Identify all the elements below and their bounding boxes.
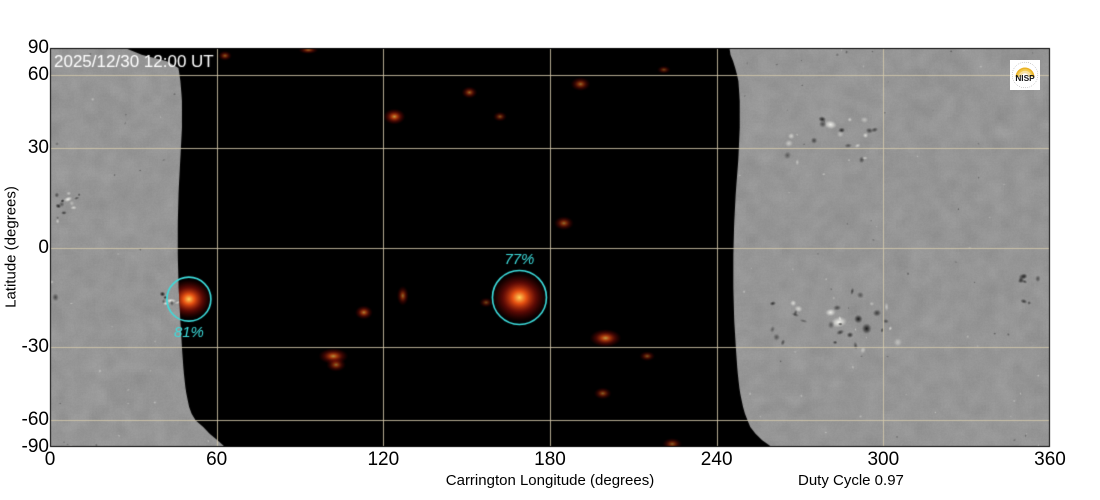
svg-text:NISP: NISP [1015,73,1035,83]
